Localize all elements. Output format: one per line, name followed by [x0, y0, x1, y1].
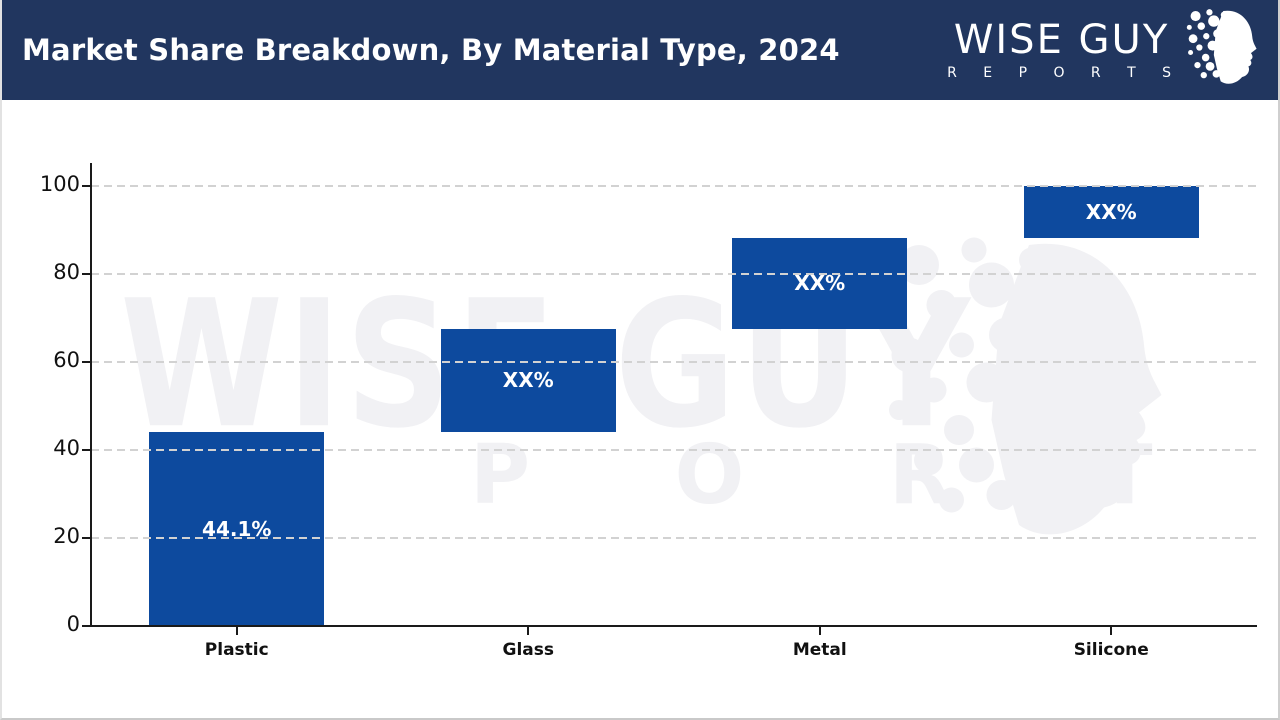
y-tick-mark-40 [82, 449, 91, 451]
bar-value-label: XX% [794, 271, 846, 296]
logo-brand-name: WISE GUY [953, 17, 1170, 63]
watermark-face-icon [874, 222, 1174, 582]
logo-brand-subtitle: R E P O R T S [947, 65, 1182, 81]
x-tick-label-silicone: Silicone [1073, 640, 1149, 660]
gridline-80 [91, 273, 1257, 275]
x-tick-mark-glass [527, 626, 530, 635]
bar-value-label: XX% [1085, 199, 1137, 224]
header-bar: Market Share Breakdown, By Material Type… [2, 0, 1278, 100]
x-tick-mark-metal [818, 626, 821, 635]
bar-silicone: XX% [1023, 186, 1199, 238]
page-title: Market Share Breakdown, By Material Type… [22, 33, 840, 67]
y-tick-mark-80 [82, 273, 91, 275]
y-tick-mark-20 [82, 537, 91, 539]
x-tick-label-metal: Metal [792, 640, 847, 660]
x-axis-line [90, 625, 1257, 627]
y-tick-label-100: 100 [39, 172, 80, 196]
x-tick-label-glass: Glass [502, 640, 555, 660]
logo-face-icon [1176, 6, 1268, 94]
bar-plastic: 44.1% [149, 431, 325, 626]
gridline-60 [91, 361, 1257, 363]
x-tick-label-plastic: Plastic [204, 640, 269, 660]
bar-value-label: XX% [502, 368, 554, 393]
y-tick-label-40: 40 [53, 436, 80, 460]
gridline-40 [91, 449, 1257, 451]
gridline-100 [91, 185, 1257, 187]
wise-guy-reports-logo: WISE GUY R E P O R T S [941, 6, 1268, 94]
y-tick-label-60: 60 [53, 348, 80, 372]
gridline-20 [91, 537, 1257, 539]
x-tick-mark-plastic [235, 626, 238, 635]
y-tick-label-80: 80 [53, 260, 80, 284]
y-axis-line [90, 163, 92, 626]
y-tick-mark-0 [82, 625, 91, 627]
y-tick-mark-100 [82, 185, 91, 187]
watermark-text-line2: P O R T S [470, 428, 1278, 523]
y-tick-label-20: 20 [53, 524, 80, 548]
bar-value-label: 44.1% [202, 516, 272, 541]
bar-metal: XX% [732, 237, 908, 329]
bar-glass: XX% [440, 329, 616, 432]
logo-text: WISE GUY R E P O R T S [941, 20, 1182, 80]
y-tick-mark-60 [82, 361, 91, 363]
x-tick-mark-silicone [1110, 626, 1113, 635]
y-tick-label-0: 0 [66, 612, 80, 636]
